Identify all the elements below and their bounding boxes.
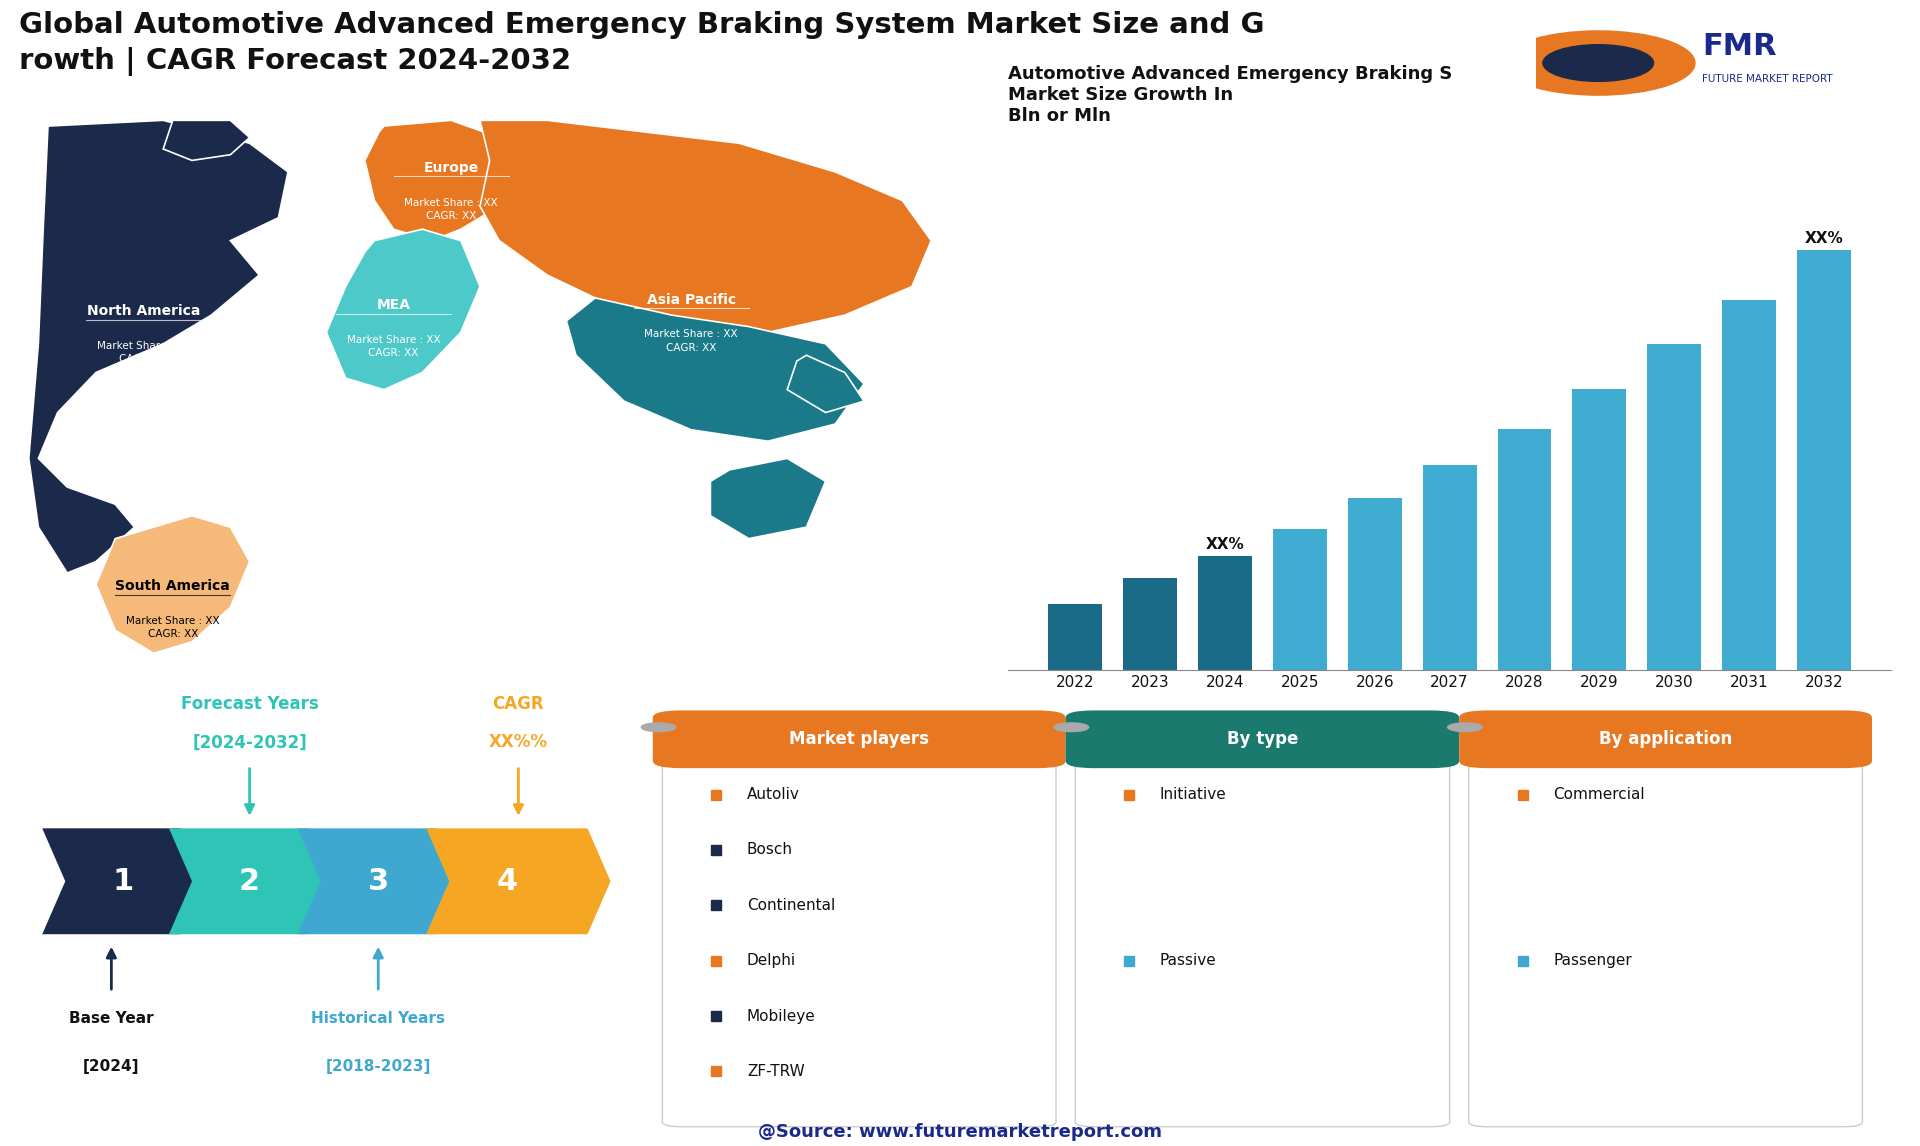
Text: FUTURE MARKET REPORT: FUTURE MARKET REPORT xyxy=(1701,74,1832,85)
Text: [2024]: [2024] xyxy=(83,1059,140,1074)
Text: Forecast Years: Forecast Years xyxy=(180,694,319,713)
Bar xyxy=(1273,528,1327,670)
Circle shape xyxy=(641,723,676,731)
Bar xyxy=(1423,464,1476,670)
Text: South America: South America xyxy=(115,579,230,594)
FancyBboxPatch shape xyxy=(1075,761,1450,1127)
Text: North America: North America xyxy=(86,304,202,317)
Bar xyxy=(1048,604,1102,670)
Text: [2024-2032]: [2024-2032] xyxy=(192,733,307,752)
Text: XX%%: XX%% xyxy=(490,733,547,752)
Text: FMR: FMR xyxy=(1701,32,1776,61)
Text: [2018-2023]: [2018-2023] xyxy=(326,1059,430,1074)
Polygon shape xyxy=(326,229,480,390)
Bar xyxy=(1722,300,1776,670)
Text: 1: 1 xyxy=(111,866,134,896)
Text: CAGR: CAGR xyxy=(493,694,543,713)
Text: Passive: Passive xyxy=(1160,953,1217,968)
Text: ZF-TRW: ZF-TRW xyxy=(747,1063,804,1078)
Text: 4: 4 xyxy=(495,866,518,896)
Text: Market Share : XX
CAGR: XX: Market Share : XX CAGR: XX xyxy=(645,329,737,353)
Text: Delphi: Delphi xyxy=(747,953,797,968)
Bar xyxy=(1498,429,1551,670)
Text: Bosch: Bosch xyxy=(747,842,793,857)
Text: 2: 2 xyxy=(238,866,261,896)
Text: Europe: Europe xyxy=(424,160,478,174)
Polygon shape xyxy=(96,516,250,653)
Polygon shape xyxy=(365,120,518,241)
FancyBboxPatch shape xyxy=(1066,711,1459,768)
Text: Passenger: Passenger xyxy=(1553,953,1632,968)
Text: Global Automotive Advanced Emergency Braking System Market Size and G
rowth | CA: Global Automotive Advanced Emergency Bra… xyxy=(19,11,1265,76)
Bar xyxy=(1348,499,1402,670)
Text: Automotive Advanced Emergency Braking S
Market Size Growth In
Bln or Mln: Automotive Advanced Emergency Braking S … xyxy=(1008,65,1452,125)
Bar xyxy=(1123,579,1177,670)
Text: Market Share : XX
CAGR: XX: Market Share : XX CAGR: XX xyxy=(405,197,497,221)
FancyBboxPatch shape xyxy=(662,761,1056,1127)
Text: Initiative: Initiative xyxy=(1160,787,1227,802)
Text: 3: 3 xyxy=(367,866,390,896)
Text: Historical Years: Historical Years xyxy=(311,1011,445,1026)
Bar xyxy=(1198,556,1252,670)
Text: Base Year: Base Year xyxy=(69,1011,154,1026)
Text: Commercial: Commercial xyxy=(1553,787,1645,802)
Text: @Source: www.futuremarketreport.com: @Source: www.futuremarketreport.com xyxy=(758,1123,1162,1141)
Text: Market players: Market players xyxy=(789,730,929,748)
Circle shape xyxy=(1544,45,1653,81)
Bar xyxy=(1797,250,1851,670)
Text: Asia Pacific: Asia Pacific xyxy=(647,292,735,306)
Text: Autoliv: Autoliv xyxy=(747,787,801,802)
Circle shape xyxy=(1054,723,1089,731)
Polygon shape xyxy=(566,298,864,441)
FancyBboxPatch shape xyxy=(1469,761,1862,1127)
Polygon shape xyxy=(169,829,330,934)
Bar xyxy=(1572,388,1626,670)
Text: By application: By application xyxy=(1599,730,1732,748)
Bar xyxy=(1647,345,1701,670)
Circle shape xyxy=(1448,723,1482,731)
Polygon shape xyxy=(710,458,826,539)
Text: By type: By type xyxy=(1227,730,1298,748)
Polygon shape xyxy=(787,355,864,413)
Text: MEA: MEA xyxy=(376,298,411,312)
FancyBboxPatch shape xyxy=(653,711,1066,768)
Polygon shape xyxy=(42,829,204,934)
Polygon shape xyxy=(29,120,288,573)
Text: Market Share : XX
CAGR: XX: Market Share : XX CAGR: XX xyxy=(348,335,440,359)
Polygon shape xyxy=(298,829,459,934)
Circle shape xyxy=(1501,31,1695,95)
Text: XX%: XX% xyxy=(1805,230,1843,245)
Polygon shape xyxy=(480,120,931,332)
Polygon shape xyxy=(163,120,250,160)
Text: XX%: XX% xyxy=(1206,536,1244,551)
Text: Continental: Continental xyxy=(747,897,835,913)
FancyBboxPatch shape xyxy=(1459,711,1872,768)
Text: Mobileye: Mobileye xyxy=(747,1008,816,1023)
Text: Market Share : XX
CAGR: XX: Market Share : XX CAGR: XX xyxy=(127,615,219,639)
Polygon shape xyxy=(426,829,611,934)
Text: Market Share : XX
CAGR: XX: Market Share : XX CAGR: XX xyxy=(98,342,190,364)
